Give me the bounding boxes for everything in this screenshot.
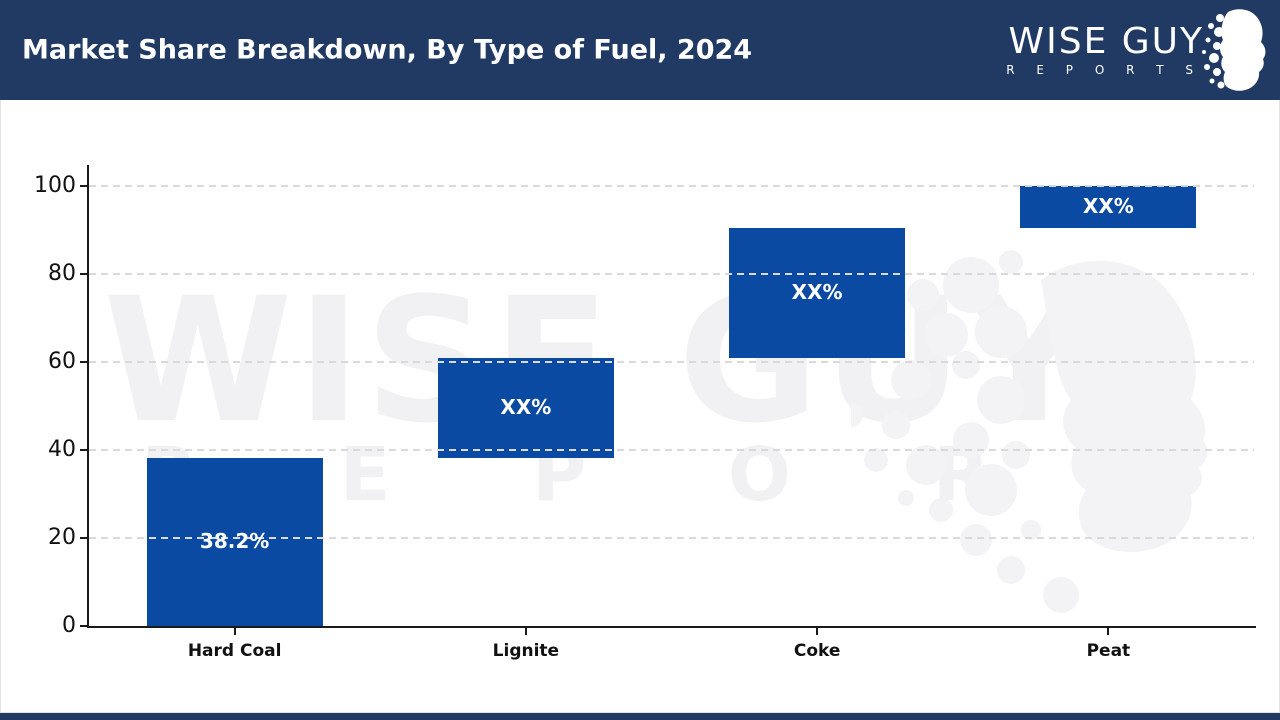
bar-value-label-hard-coal: 38.2% — [199, 528, 270, 553]
y-tick-label: 80 — [48, 261, 76, 286]
gridline-y-60 — [89, 361, 1254, 363]
bar-coke — [729, 227, 906, 358]
y-tick-60 — [80, 361, 88, 363]
x-axis-label-coke: Coke — [793, 641, 841, 661]
x-axis-label-peat: Peat — [1086, 641, 1131, 661]
gridline-y-80 — [89, 273, 1254, 275]
chart-area: WISE GUY R E P O R T S — [0, 100, 1280, 713]
y-tick-label: 40 — [48, 437, 76, 462]
y-axis-spine — [87, 165, 89, 628]
y-tick-label: 60 — [48, 349, 76, 374]
brand-tagline: R E P O R T S — [1006, 62, 1202, 77]
x-tick-peat — [1107, 628, 1110, 635]
bar-peat — [1020, 186, 1197, 228]
bar-value-label-coke: XX% — [791, 279, 843, 304]
page-title: Market Share Breakdown, By Type of Fuel,… — [22, 34, 753, 66]
footer-strip — [0, 713, 1280, 720]
y-tick-label: 0 — [62, 613, 76, 638]
x-axis-spine — [87, 626, 1256, 628]
y-tick-80 — [80, 273, 88, 275]
brand-head-icon — [1202, 9, 1266, 91]
gridline-y-40 — [89, 449, 1254, 451]
x-tick-coke — [816, 628, 819, 635]
gridline-y-20 — [89, 537, 1254, 539]
x-tick-hard-coal — [233, 628, 236, 635]
y-tick-label: 20 — [48, 525, 76, 550]
bar-value-label-peat: XX% — [1082, 193, 1134, 218]
watermark-head-icon — [851, 250, 1208, 613]
y-tick-label: 100 — [34, 173, 76, 198]
y-tick-0 — [80, 625, 88, 627]
header-bar: Market Share Breakdown, By Type of Fuel,… — [0, 0, 1280, 100]
brand-logo: WISE GUY R E P O R T S — [1006, 6, 1268, 94]
x-axis-label-lignite: Lignite — [492, 641, 560, 661]
bar-hard-coal — [146, 457, 323, 626]
gridline-y-100 — [89, 185, 1254, 187]
y-tick-40 — [80, 449, 88, 451]
brand-logo-text: WISE GUY R E P O R T S — [1006, 23, 1204, 77]
bar-lignite — [437, 357, 614, 458]
brand-name: WISE GUY — [1008, 21, 1204, 63]
x-axis-label-hard-coal: Hard Coal — [187, 641, 282, 661]
y-tick-100 — [80, 185, 88, 187]
y-tick-20 — [80, 537, 88, 539]
bar-value-label-lignite: XX% — [500, 394, 552, 419]
x-tick-lignite — [524, 628, 527, 635]
